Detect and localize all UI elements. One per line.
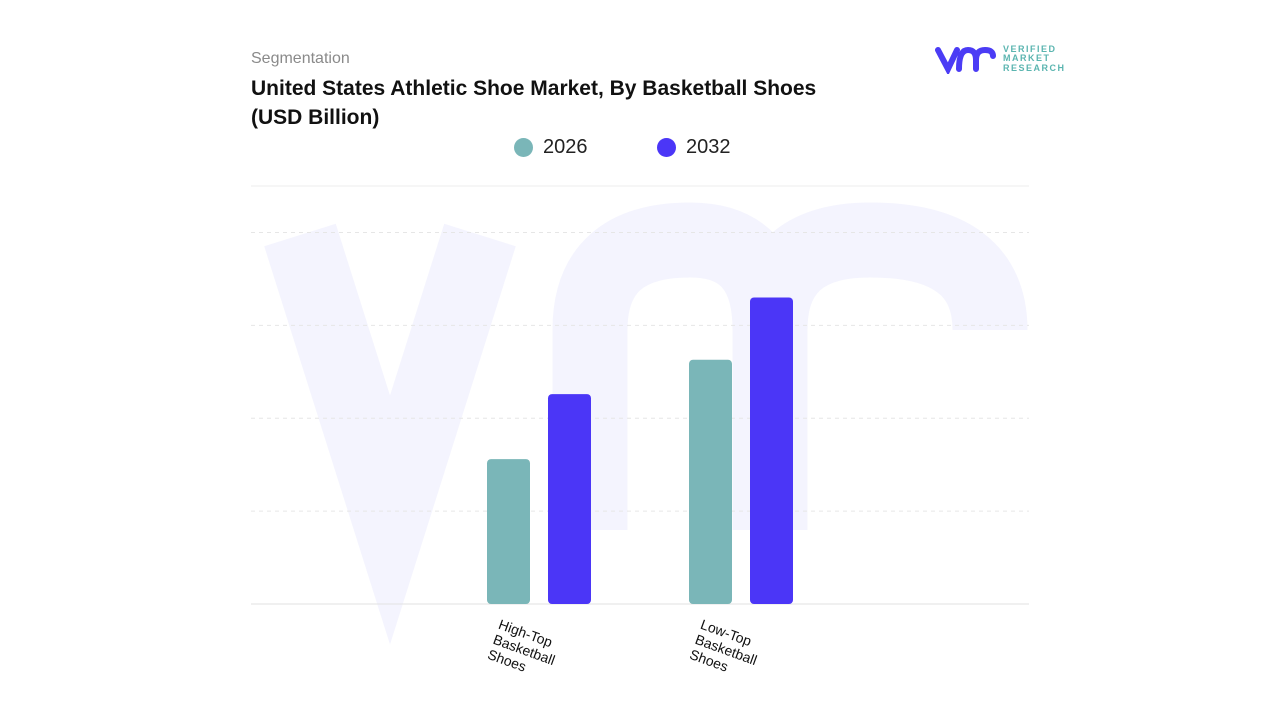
- logo: VERIFIED MARKET RESEARCH: [935, 44, 1066, 74]
- watermark: [264, 202, 1028, 645]
- logo-line3: RESEARCH: [1003, 62, 1066, 73]
- legend-label: 2026: [543, 136, 588, 158]
- legend-label: 2032: [686, 136, 731, 158]
- legend-item-2026: 2026: [514, 136, 588, 159]
- vmr-logo-icon: [935, 46, 996, 74]
- bar-2032-0: [548, 394, 591, 604]
- legend-item-2032: 2032: [657, 136, 731, 159]
- segment-label: Segmentation: [251, 50, 350, 67]
- chart-title: United States Athletic Shoe Market, By B…: [251, 77, 817, 129]
- legend: 2026 2032: [0, 136, 1280, 160]
- legend-swatch: [657, 138, 676, 157]
- legend-swatch: [514, 138, 533, 157]
- logo-line1: VERIFIED: [1003, 43, 1057, 54]
- logo-line2: MARKET: [1003, 53, 1051, 64]
- bar-2026-1: [689, 359, 732, 604]
- bar-2032-1: [750, 297, 793, 604]
- bar-2026-0: [487, 459, 530, 604]
